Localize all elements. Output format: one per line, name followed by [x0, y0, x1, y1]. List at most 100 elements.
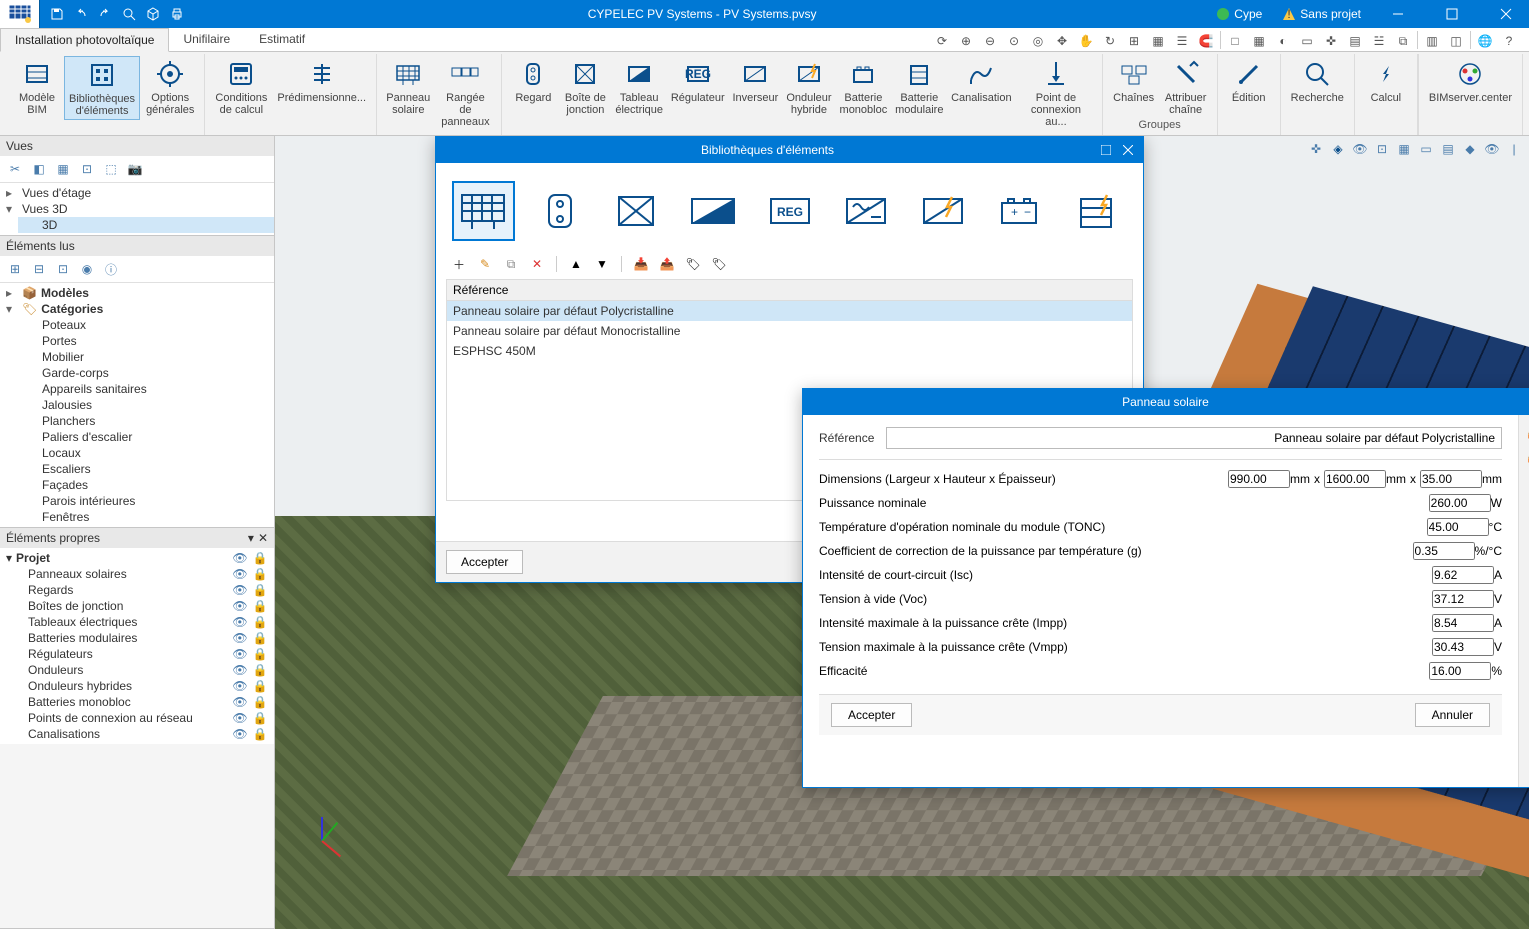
category-item[interactable]: Mobilier [18, 349, 274, 365]
read-tool-5-icon[interactable]: ⓘ [102, 260, 120, 278]
read-tool-3-icon[interactable]: ⊡ [54, 260, 72, 278]
panel-param-input[interactable] [1432, 590, 1494, 608]
views-tool-3-icon[interactable]: ▦ [54, 160, 72, 178]
own-vis-icon[interactable]: 👁 [232, 647, 248, 661]
tool-refresh-icon[interactable]: ⟳ [932, 31, 952, 51]
category-item[interactable]: Parois intérieures [18, 493, 274, 509]
ribbon-button[interactable]: Onduleurhybride [783, 56, 834, 130]
panel-param-input[interactable] [1427, 518, 1489, 536]
vp-layers-icon[interactable]: ◆ [1461, 140, 1479, 158]
vp-vis-icon[interactable]: 👁 [1483, 140, 1501, 158]
ribbon-button[interactable]: Tableauélectrique [612, 56, 666, 130]
own-lock-icon[interactable]: 🔒 [252, 679, 268, 693]
ribbon-button[interactable]: ModèleBIM [12, 56, 62, 120]
cat-modbattery-icon[interactable] [1065, 181, 1128, 241]
elib-close-button[interactable] [1113, 137, 1143, 163]
tool-floor-icon[interactable]: ▥ [1422, 31, 1442, 51]
own-item[interactable]: Onduleurs👁🔒 [0, 662, 274, 678]
own-vis-icon[interactable]: 👁 [232, 631, 248, 645]
views-tool-1-icon[interactable]: ✂ [6, 160, 24, 178]
views-tool-2-icon[interactable]: ◧ [30, 160, 48, 178]
elib-tag1-icon[interactable]: 🏷 [684, 255, 702, 273]
tool-hand-icon[interactable]: ✋ [1076, 31, 1096, 51]
own-vis-icon[interactable]: 👁 [232, 551, 248, 565]
ribbon-button[interactable]: Optionsgénérales [142, 56, 198, 120]
elib-down-icon[interactable]: ▼ [593, 255, 611, 273]
project-status[interactable]: !Sans projet [1276, 7, 1367, 21]
tool-zoom-in-icon[interactable]: ⊕ [956, 31, 976, 51]
own-lock-icon[interactable]: 🔒 [252, 583, 268, 597]
panel-dim-h-input[interactable] [1324, 470, 1386, 488]
ribbon-button[interactable]: Prédimensionne... [273, 56, 370, 118]
main-tab[interactable]: Installation photovoltaïque [0, 28, 169, 52]
category-item[interactable]: Escaliers [18, 461, 274, 477]
read-tool-1-icon[interactable]: ⊞ [6, 260, 24, 278]
vp-cube-icon[interactable]: ◈ [1329, 140, 1347, 158]
tool-rotate-icon[interactable]: ↻ [1100, 31, 1120, 51]
views-3d-node[interactable]: ▾Vues 3D [0, 201, 274, 217]
elib-tag2-icon[interactable]: 🏷 [710, 255, 728, 273]
view-3d-item[interactable]: 3D [18, 217, 274, 233]
elib-list-row[interactable]: ESPHSC 450M [447, 341, 1132, 361]
maximize-button[interactable] [1429, 0, 1475, 28]
own-lock-icon[interactable]: 🔒 [252, 647, 268, 661]
vp-wall-icon[interactable]: | [1505, 140, 1523, 158]
own-lock-icon[interactable]: 🔒 [252, 599, 268, 613]
cat-panel-icon[interactable] [452, 181, 515, 241]
own-item[interactable]: Points de connexion au réseau👁🔒 [0, 710, 274, 726]
tool-plane-icon[interactable]: ▭ [1297, 31, 1317, 51]
ribbon-button[interactable]: Batteriemonobloc [837, 56, 891, 130]
vp-box-icon[interactable]: ⊡ [1373, 140, 1391, 158]
categories-node[interactable]: ▾🏷Catégories [0, 301, 274, 317]
own-item[interactable]: Boîtes de jonction👁🔒 [0, 598, 274, 614]
panel-ref-input[interactable] [886, 427, 1502, 449]
tool-layers-icon[interactable]: ☰ [1172, 31, 1192, 51]
tool-section-icon[interactable]: ▤ [1345, 31, 1365, 51]
ribbon-button[interactable]: Chaînes [1109, 56, 1159, 118]
cat-regulator-icon[interactable]: REG [758, 181, 821, 241]
vp-square-icon[interactable]: ▭ [1417, 140, 1435, 158]
own-vis-icon[interactable]: 👁 [232, 695, 248, 709]
panel-param-input[interactable] [1429, 494, 1491, 512]
ribbon-button[interactable]: REGRégulateur [668, 56, 727, 130]
elib-copy-icon[interactable]: ⧉ [502, 255, 520, 273]
save-icon[interactable] [48, 5, 66, 23]
elib-export-icon[interactable]: 📤 [658, 255, 676, 273]
tool-levels-icon[interactable]: ☱ [1369, 31, 1389, 51]
panel-param-input[interactable] [1429, 662, 1491, 680]
cat-inverter-icon[interactable] [835, 181, 898, 241]
own-panel-collapse-icon[interactable]: ▾ [248, 531, 254, 545]
own-vis-icon[interactable]: 👁 [232, 583, 248, 597]
own-vis-icon[interactable]: 👁 [232, 599, 248, 613]
own-item[interactable]: Regards👁🔒 [0, 582, 274, 598]
panel-dim-t-input[interactable] [1420, 470, 1482, 488]
own-vis-icon[interactable]: 👁 [232, 727, 248, 741]
own-item[interactable]: Régulateurs👁🔒 [0, 646, 274, 662]
tool-target-icon[interactable]: ◎ [1028, 31, 1048, 51]
tool-grid-icon[interactable]: ▦ [1249, 31, 1269, 51]
own-vis-icon[interactable]: 👁 [232, 679, 248, 693]
own-vis-icon[interactable]: 👁 [232, 567, 248, 581]
tool-crop-icon[interactable]: ⧉ [1393, 31, 1413, 51]
read-tool-2-icon[interactable]: ⊟ [30, 260, 48, 278]
elib-import-icon[interactable]: 📥 [632, 255, 650, 273]
elib-edit-icon[interactable]: ✎ [476, 255, 494, 273]
zoom-icon[interactable] [120, 5, 138, 23]
own-panel-close-icon[interactable]: ✕ [258, 531, 268, 545]
own-lock-icon[interactable]: 🔒 [252, 567, 268, 581]
own-vis-icon[interactable]: 👁 [232, 663, 248, 677]
own-item[interactable]: Batteries modulaires👁🔒 [0, 630, 274, 646]
own-item[interactable]: Canalisations👁🔒 [0, 726, 274, 742]
panel-param-input[interactable] [1432, 638, 1494, 656]
panel-param-input[interactable] [1413, 542, 1475, 560]
tool-pan-icon[interactable]: ✥ [1052, 31, 1072, 51]
ribbon-button[interactable]: Attribuerchaîne [1161, 56, 1211, 118]
panel-accept-button[interactable]: Accepter [831, 703, 912, 727]
project-twisty[interactable]: ▾ [6, 551, 12, 565]
elib-delete-icon[interactable]: ✕ [528, 255, 546, 273]
ribbon-button[interactable]: Batteriemodulaire [892, 56, 946, 130]
own-lock-icon[interactable]: 🔒 [252, 663, 268, 677]
cat-hybrid-icon[interactable] [911, 181, 974, 241]
panel-param-input[interactable] [1432, 614, 1494, 632]
category-item[interactable]: Fenêtres [18, 509, 274, 525]
